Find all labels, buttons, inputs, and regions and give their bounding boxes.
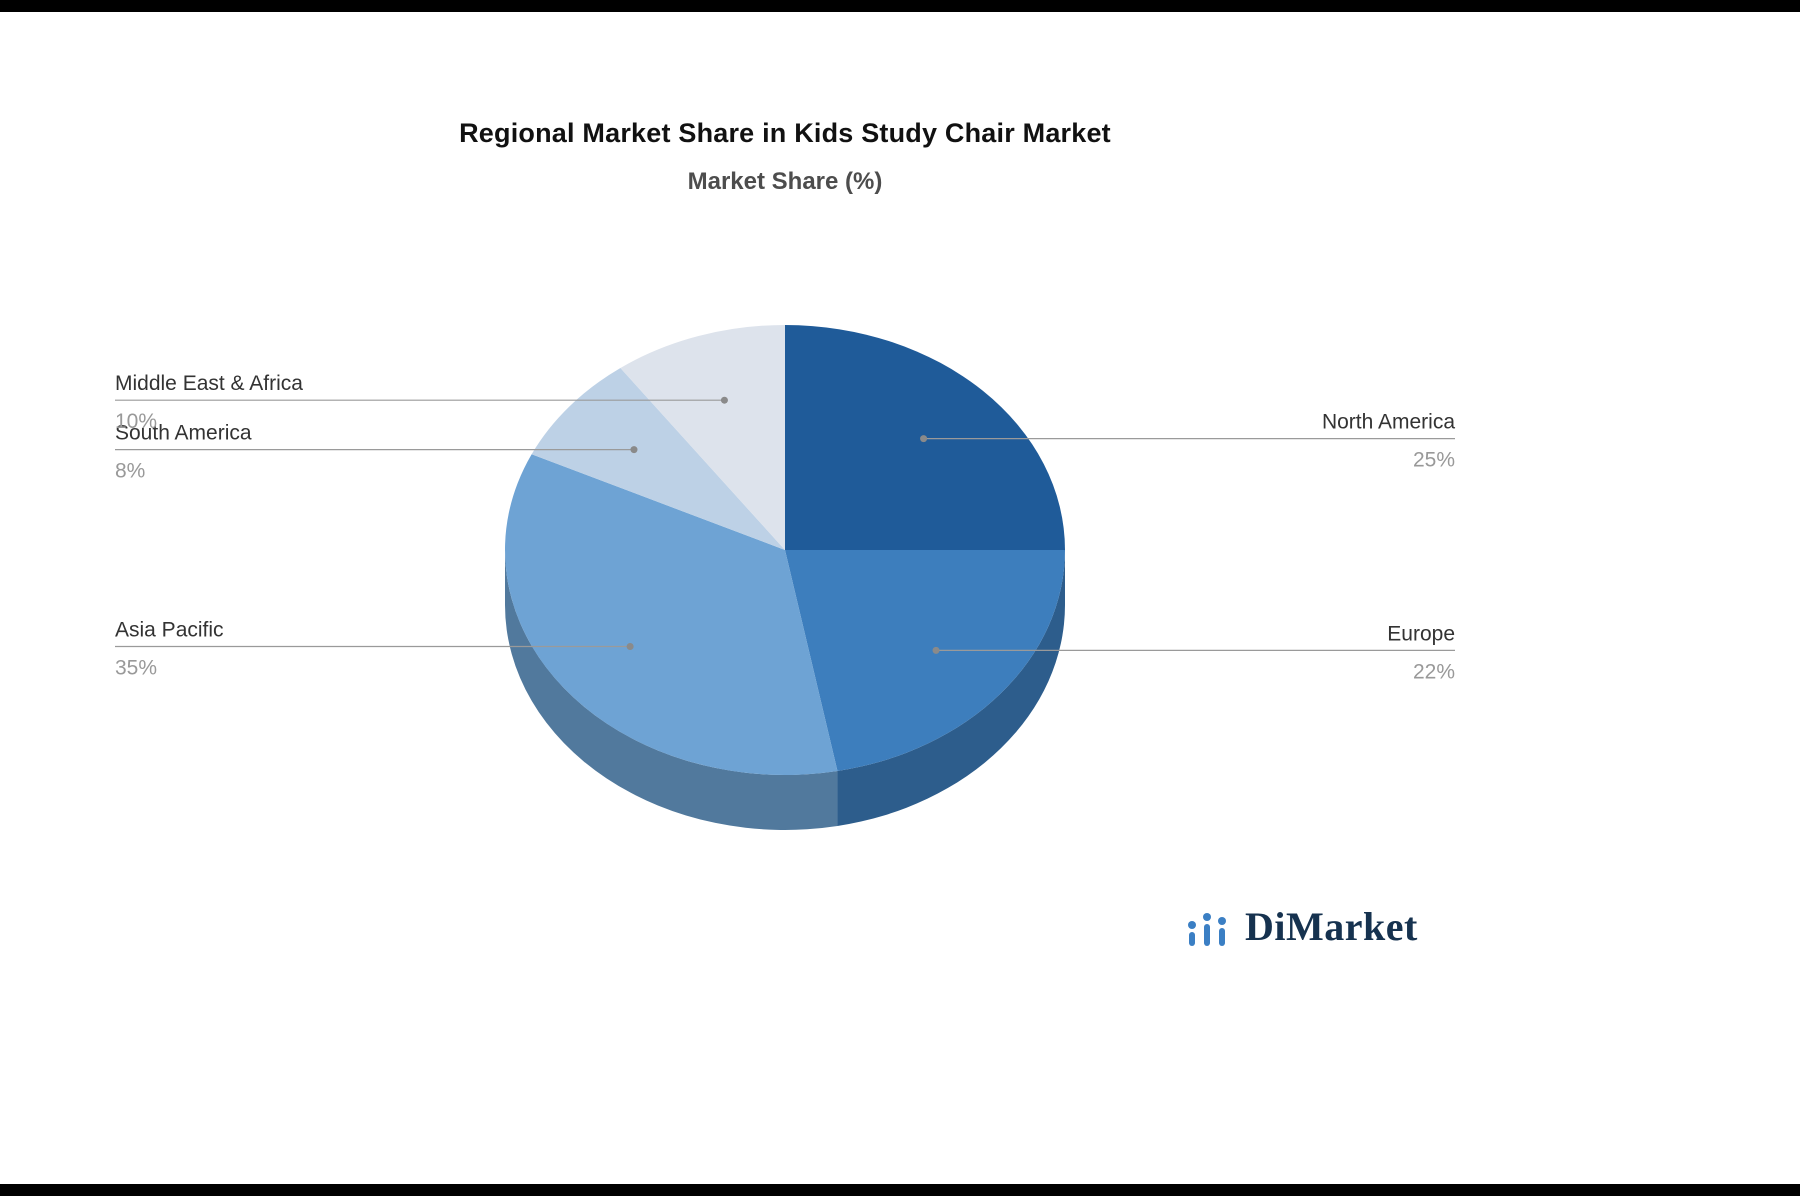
pie-slice-europe (785, 550, 1065, 772)
pie-slice-asia-pacific (505, 454, 838, 776)
leader-dot-middle-east-africa (720, 396, 728, 404)
leader-dot-asia-pacific (626, 643, 634, 651)
slice-value-middle-east-africa: 10% (115, 410, 157, 433)
slice-label-asia-pacific: Asia Pacific (115, 619, 224, 642)
pie-slice-south-america (531, 367, 785, 550)
pie-slice-middle-east-africa (620, 325, 785, 550)
chart-title: Regional Market Share in Kids Study Chai… (459, 118, 1111, 148)
top-border (0, 0, 1800, 12)
leader-dot-south-america (630, 446, 638, 454)
brand-logo: DiMarket (1185, 903, 1418, 950)
leader-dot-north-america (920, 435, 928, 443)
pie-slice-side-asia-pacific (504, 550, 838, 830)
bottom-border (0, 1184, 1800, 1196)
chart-subtitle: Market Share (%) (687, 168, 883, 195)
pie-slice-side-europe (837, 550, 1065, 827)
slice-value-south-america: 8% (115, 460, 145, 483)
slice-label-europe: Europe (1387, 622, 1455, 645)
slice-label-south-america: South America (115, 422, 252, 445)
slice-value-north-america: 25% (1413, 449, 1455, 472)
slice-value-europe: 22% (1413, 660, 1455, 683)
brand-name: DiMarket (1245, 904, 1418, 949)
bar-chart-icon (1188, 912, 1226, 946)
slice-value-asia-pacific: 35% (115, 657, 157, 680)
slice-label-middle-east-africa: Middle East & Africa (115, 372, 303, 395)
leader-dot-europe (932, 646, 940, 654)
slice-label-north-america: North America (1322, 411, 1455, 434)
